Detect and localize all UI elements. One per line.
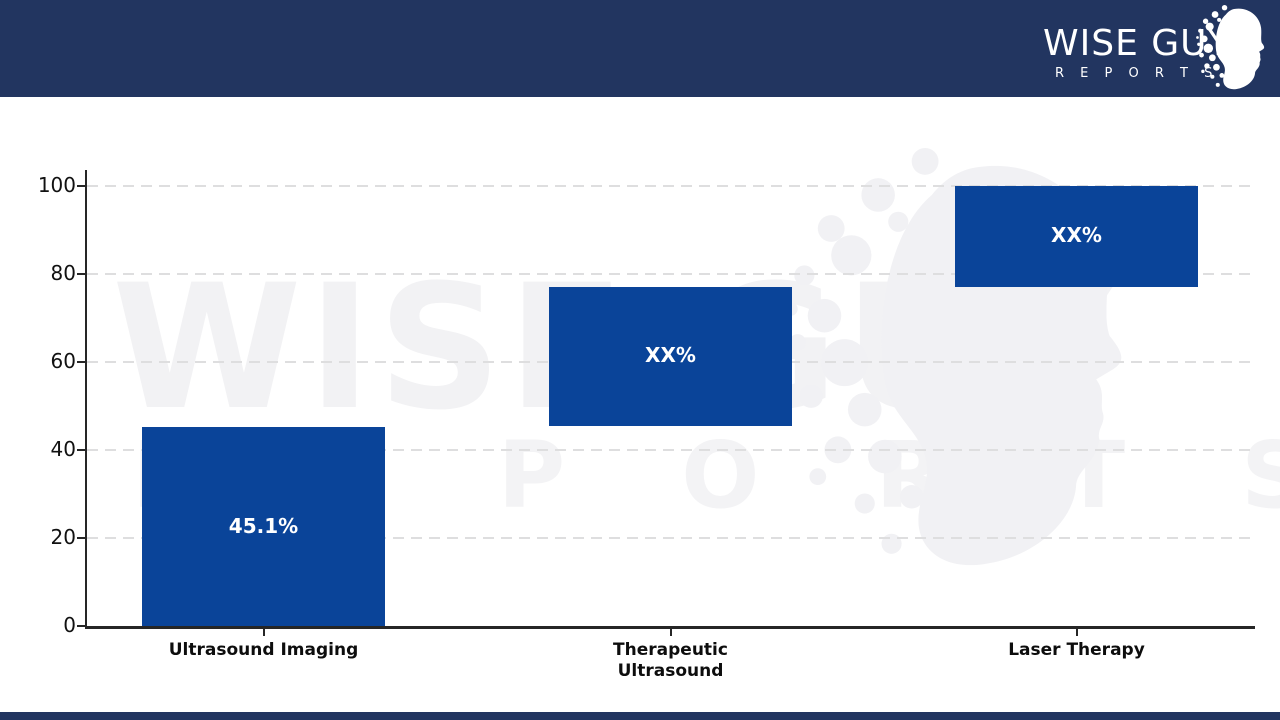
x-tick-mark-0	[262, 629, 265, 636]
bar-value-label-1: XX%	[645, 343, 696, 368]
y-tick-label-60: 60	[50, 348, 76, 373]
bar-1	[549, 286, 792, 426]
bar-2	[955, 185, 1198, 287]
x-category-label-2: Laser Therapy	[1008, 640, 1145, 660]
bar-0	[142, 427, 385, 626]
gridline-20	[87, 536, 1254, 539]
y-tick-label-0: 0	[63, 613, 76, 637]
header-band	[0, 0, 1280, 97]
x-category-label-1: Therapeutic Ultrasound	[613, 640, 728, 681]
bar-value-label-0: 45.1%	[228, 513, 299, 538]
y-tick-mark-80	[77, 272, 86, 275]
y-tick-label-20: 20	[50, 524, 76, 549]
y-tick-label-40: 40	[50, 436, 76, 461]
bar-value-label-2: XX%	[1051, 223, 1102, 248]
gridline-40	[87, 448, 1254, 451]
y-tick-mark-0	[77, 625, 86, 627]
y-tick-mark-100	[77, 184, 86, 187]
y-axis-line	[85, 170, 87, 628]
wise-guy-logo-subtext: R E P O R T S	[1055, 66, 1219, 81]
footer-band	[0, 712, 1280, 720]
x-tick-mark-2	[1075, 629, 1078, 636]
y-tick-label-100: 100	[37, 172, 76, 197]
x-tick-mark-1	[669, 629, 672, 636]
x-category-label-0: Ultrasound Imaging	[168, 640, 359, 660]
y-tick-mark-60	[77, 360, 86, 363]
gridline-100	[87, 184, 1254, 187]
x-axis-line	[85, 626, 1255, 629]
wise-guy-face-icon	[1196, 5, 1265, 90]
y-tick-label-80: 80	[50, 260, 76, 285]
y-tick-mark-20	[77, 536, 86, 539]
gridline-80	[87, 272, 1254, 275]
y-tick-mark-40	[77, 448, 86, 451]
